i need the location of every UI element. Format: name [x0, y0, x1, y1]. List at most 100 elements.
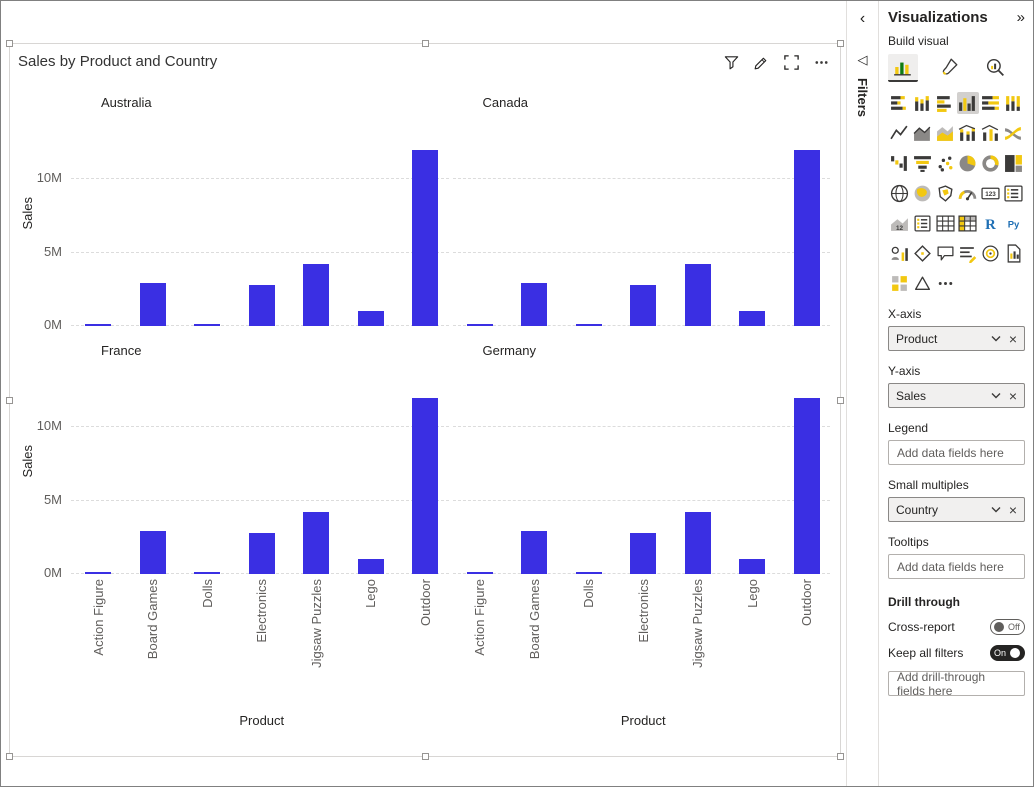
- icon-treemap[interactable]: [1003, 152, 1025, 174]
- keep-all-filters-toggle[interactable]: On: [990, 645, 1025, 661]
- bar-lego[interactable]: [739, 311, 766, 326]
- resize-handle-right[interactable]: [837, 397, 844, 404]
- remove-field-icon[interactable]: ×: [1008, 387, 1017, 404]
- sales-chart-visual[interactable]: Sales by Product and Country Sales 0M 5M 10…: [6, 40, 844, 760]
- collapse-pane-icon[interactable]: »: [1016, 9, 1025, 26]
- chevron-down-icon[interactable]: [991, 392, 1001, 399]
- field-well-placeholder[interactable]: Add data fields here: [888, 554, 1025, 579]
- icon-map[interactable]: [888, 182, 910, 204]
- cross-report-toggle[interactable]: Off: [990, 619, 1025, 635]
- icon-line-and-clustered-column-chart[interactable]: [980, 122, 1002, 144]
- icon-r-script-visual[interactable]: R: [980, 212, 1002, 234]
- icon-line-chart[interactable]: [888, 122, 910, 144]
- more-options-icon[interactable]: [813, 54, 830, 71]
- icon-clustered-column-chart[interactable]: [956, 92, 979, 114]
- bar-dolls[interactable]: [575, 323, 602, 326]
- icon-stacked-bar-chart[interactable]: [888, 92, 910, 114]
- bar-outdoor[interactable]: [793, 397, 820, 574]
- bar-jigsaw-puzzles[interactable]: [684, 512, 711, 574]
- expand-filters-chevron-icon[interactable]: ‹: [859, 10, 866, 27]
- icon-python-visual[interactable]: Py: [1003, 212, 1025, 234]
- bar-board-games[interactable]: [521, 531, 548, 574]
- icon-kpi[interactable]: 12: [888, 212, 910, 234]
- icon-matrix[interactable]: [957, 212, 979, 234]
- bar-board-games[interactable]: [139, 531, 166, 574]
- bar-board-games[interactable]: [139, 283, 166, 326]
- tab-format-visual[interactable]: [934, 54, 964, 82]
- remove-field-icon[interactable]: ×: [1008, 330, 1017, 347]
- bar-electronics[interactable]: [248, 284, 275, 326]
- bar-lego[interactable]: [739, 559, 766, 574]
- icon-slicer[interactable]: [911, 212, 933, 234]
- icon-stacked-column-chart[interactable]: [911, 92, 933, 114]
- bar-action-figure[interactable]: [85, 571, 112, 574]
- resize-handle-top[interactable]: [422, 40, 429, 47]
- resize-handle-top-left[interactable]: [6, 40, 13, 47]
- bar-electronics[interactable]: [630, 532, 657, 574]
- icon-power-apps[interactable]: [911, 272, 933, 294]
- bar-outdoor[interactable]: [412, 149, 439, 326]
- chevron-down-icon[interactable]: [991, 335, 1001, 342]
- expand-filters-icon[interactable]: ◁: [857, 52, 868, 67]
- icon-scatter-chart[interactable]: [934, 152, 956, 174]
- drill-through-fields-placeholder[interactable]: Add drill-through fields here: [888, 670, 1025, 698]
- icon-smart-narrative[interactable]: [957, 242, 979, 264]
- icon-card[interactable]: 123: [980, 182, 1002, 204]
- bar-action-figure[interactable]: [466, 571, 493, 574]
- field-well-placeholder[interactable]: Add data fields here: [888, 440, 1025, 465]
- icon-clustered-bar-chart[interactable]: [934, 92, 956, 114]
- icon-multi-row-card[interactable]: [1003, 182, 1025, 204]
- icon-q-and-a[interactable]: [934, 242, 956, 264]
- icon-paginated-report[interactable]: [1003, 242, 1025, 264]
- icon-ribbon-chart[interactable]: [1003, 122, 1025, 144]
- bar-electronics[interactable]: [248, 532, 275, 574]
- resize-handle-bottom-left[interactable]: [6, 753, 13, 760]
- bar-board-games[interactable]: [521, 283, 548, 326]
- bar-outdoor[interactable]: [412, 397, 439, 574]
- bar-outdoor[interactable]: [793, 149, 820, 326]
- chevron-down-icon[interactable]: [991, 506, 1001, 513]
- icon-metrics[interactable]: [980, 242, 1002, 264]
- icon-decomposition-tree[interactable]: [911, 242, 933, 264]
- icon-line-and-stacked-column-chart[interactable]: [957, 122, 979, 144]
- report-canvas[interactable]: Sales by Product and Country Sales 0M 5M 10…: [1, 1, 846, 786]
- personalize-icon[interactable]: [753, 54, 770, 71]
- bar-electronics[interactable]: [630, 284, 657, 326]
- icon-arcgis-map[interactable]: [888, 272, 910, 294]
- resize-handle-bottom[interactable]: [422, 753, 429, 760]
- bar-dolls[interactable]: [194, 323, 221, 326]
- bar-jigsaw-puzzles[interactable]: [303, 512, 330, 574]
- bar-dolls[interactable]: [575, 571, 602, 574]
- icon-pie-chart[interactable]: [957, 152, 979, 174]
- bar-lego[interactable]: [357, 559, 384, 574]
- bar-dolls[interactable]: [194, 571, 221, 574]
- icon-gauge[interactable]: [957, 182, 979, 204]
- tab-build-visual[interactable]: [888, 54, 918, 82]
- icon-waterfall-chart[interactable]: [888, 152, 910, 174]
- filters-icon[interactable]: [723, 54, 740, 71]
- bar-lego[interactable]: [357, 311, 384, 326]
- tab-analytics[interactable]: [980, 54, 1010, 82]
- icon-area-chart[interactable]: [911, 122, 933, 144]
- resize-handle-bottom-right[interactable]: [837, 753, 844, 760]
- field-pill-sales[interactable]: Sales ×: [888, 383, 1025, 408]
- field-pill-product[interactable]: Product ×: [888, 326, 1025, 351]
- icon-donut-chart[interactable]: [980, 152, 1002, 174]
- remove-field-icon[interactable]: ×: [1008, 501, 1017, 518]
- field-pill-country[interactable]: Country ×: [888, 497, 1025, 522]
- focus-mode-icon[interactable]: [783, 54, 800, 71]
- resize-handle-left[interactable]: [6, 397, 13, 404]
- icon-100-stacked-bar-chart[interactable]: [980, 92, 1002, 114]
- resize-handle-top-right[interactable]: [837, 40, 844, 47]
- icon-funnel-chart[interactable]: [911, 152, 933, 174]
- icon-filled-map[interactable]: [911, 182, 933, 204]
- bar-jigsaw-puzzles[interactable]: [684, 264, 711, 326]
- icon-100-stacked-column-chart[interactable]: [1003, 92, 1025, 114]
- bar-action-figure[interactable]: [85, 323, 112, 326]
- filters-pane-collapsed[interactable]: ‹ ◁ Filters: [846, 1, 878, 786]
- icon-more-visuals[interactable]: [934, 272, 956, 294]
- bar-jigsaw-puzzles[interactable]: [303, 264, 330, 326]
- icon-key-influencers[interactable]: [888, 242, 910, 264]
- icon-stacked-area-chart[interactable]: [934, 122, 956, 144]
- icon-table[interactable]: [934, 212, 956, 234]
